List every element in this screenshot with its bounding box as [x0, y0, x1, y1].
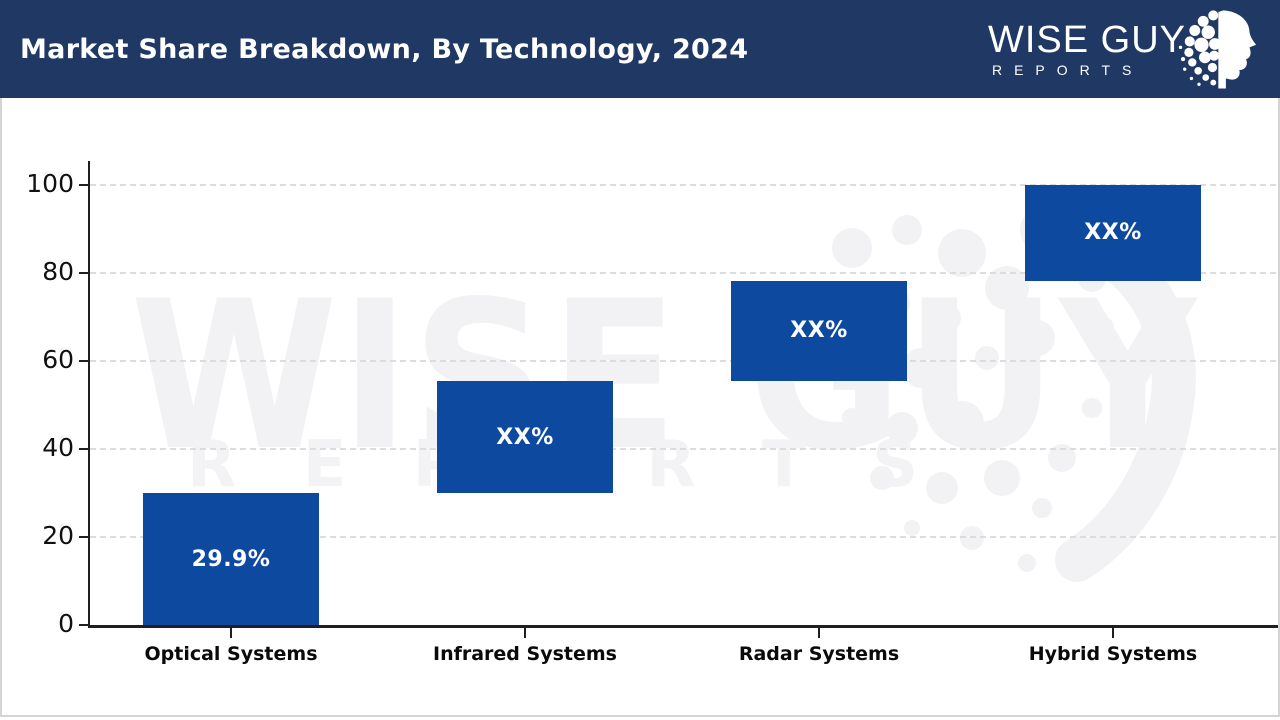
y-tick-label: 80: [42, 257, 74, 286]
brand-name: WISE GUY: [987, 18, 1186, 61]
gridline: [90, 360, 1276, 362]
y-tick-label: 100: [26, 169, 74, 198]
x-category-label: Hybrid Systems: [1028, 643, 1198, 665]
brand-logo-text: WISE GUY REPORTS: [988, 21, 1186, 78]
x-category-label: Infrared Systems: [433, 643, 617, 665]
y-tick: [79, 624, 90, 626]
y-axis-line: [88, 161, 90, 628]
bar-value-label: 29.9%: [191, 546, 271, 572]
x-tick: [1112, 628, 1114, 638]
x-tick: [818, 628, 820, 638]
x-category-label: Optical Systems: [144, 643, 318, 665]
brand-logo: WISE GUY REPORTS: [988, 7, 1264, 91]
x-tick: [230, 628, 232, 638]
x-axis-line: [88, 625, 1278, 628]
waterfall-bar: XX%: [731, 280, 907, 381]
gridline: [90, 272, 1276, 274]
gridline: [90, 184, 1276, 186]
y-tick: [79, 272, 90, 274]
y-tick-label: 40: [42, 433, 74, 462]
y-tick: [79, 360, 90, 362]
x-category-label: Radar Systems: [738, 643, 900, 665]
waterfall-bar: XX%: [1025, 185, 1201, 281]
waterfall-bar: XX%: [437, 380, 613, 494]
y-tick: [79, 184, 90, 186]
chart-canvas: WISE GUY R E P O R T S: [0, 98, 1280, 717]
bar-value-label: XX%: [496, 424, 554, 450]
gridline: [90, 536, 1276, 538]
y-tick-label: 0: [58, 609, 74, 638]
x-tick: [524, 628, 526, 638]
header: Market Share Breakdown, By Technology, 2…: [0, 0, 1280, 98]
gridline: [90, 448, 1276, 450]
y-tick-label: 20: [42, 521, 74, 550]
bar-value-label: XX%: [1084, 220, 1142, 246]
y-tick: [79, 448, 90, 450]
y-tick-label: 60: [42, 345, 74, 374]
page-title: Market Share Breakdown, By Technology, 2…: [20, 33, 749, 65]
brand-subtitle: REPORTS: [991, 61, 1144, 78]
dotted-face-profile-icon: [1178, 10, 1257, 89]
bar-value-label: XX%: [790, 318, 848, 344]
waterfall-chart: 0 20 40 60 80 100 Optical Systems Infrared Syst…: [2, 98, 1278, 715]
waterfall-bar: 29.9%: [143, 493, 319, 625]
y-tick: [79, 536, 90, 538]
